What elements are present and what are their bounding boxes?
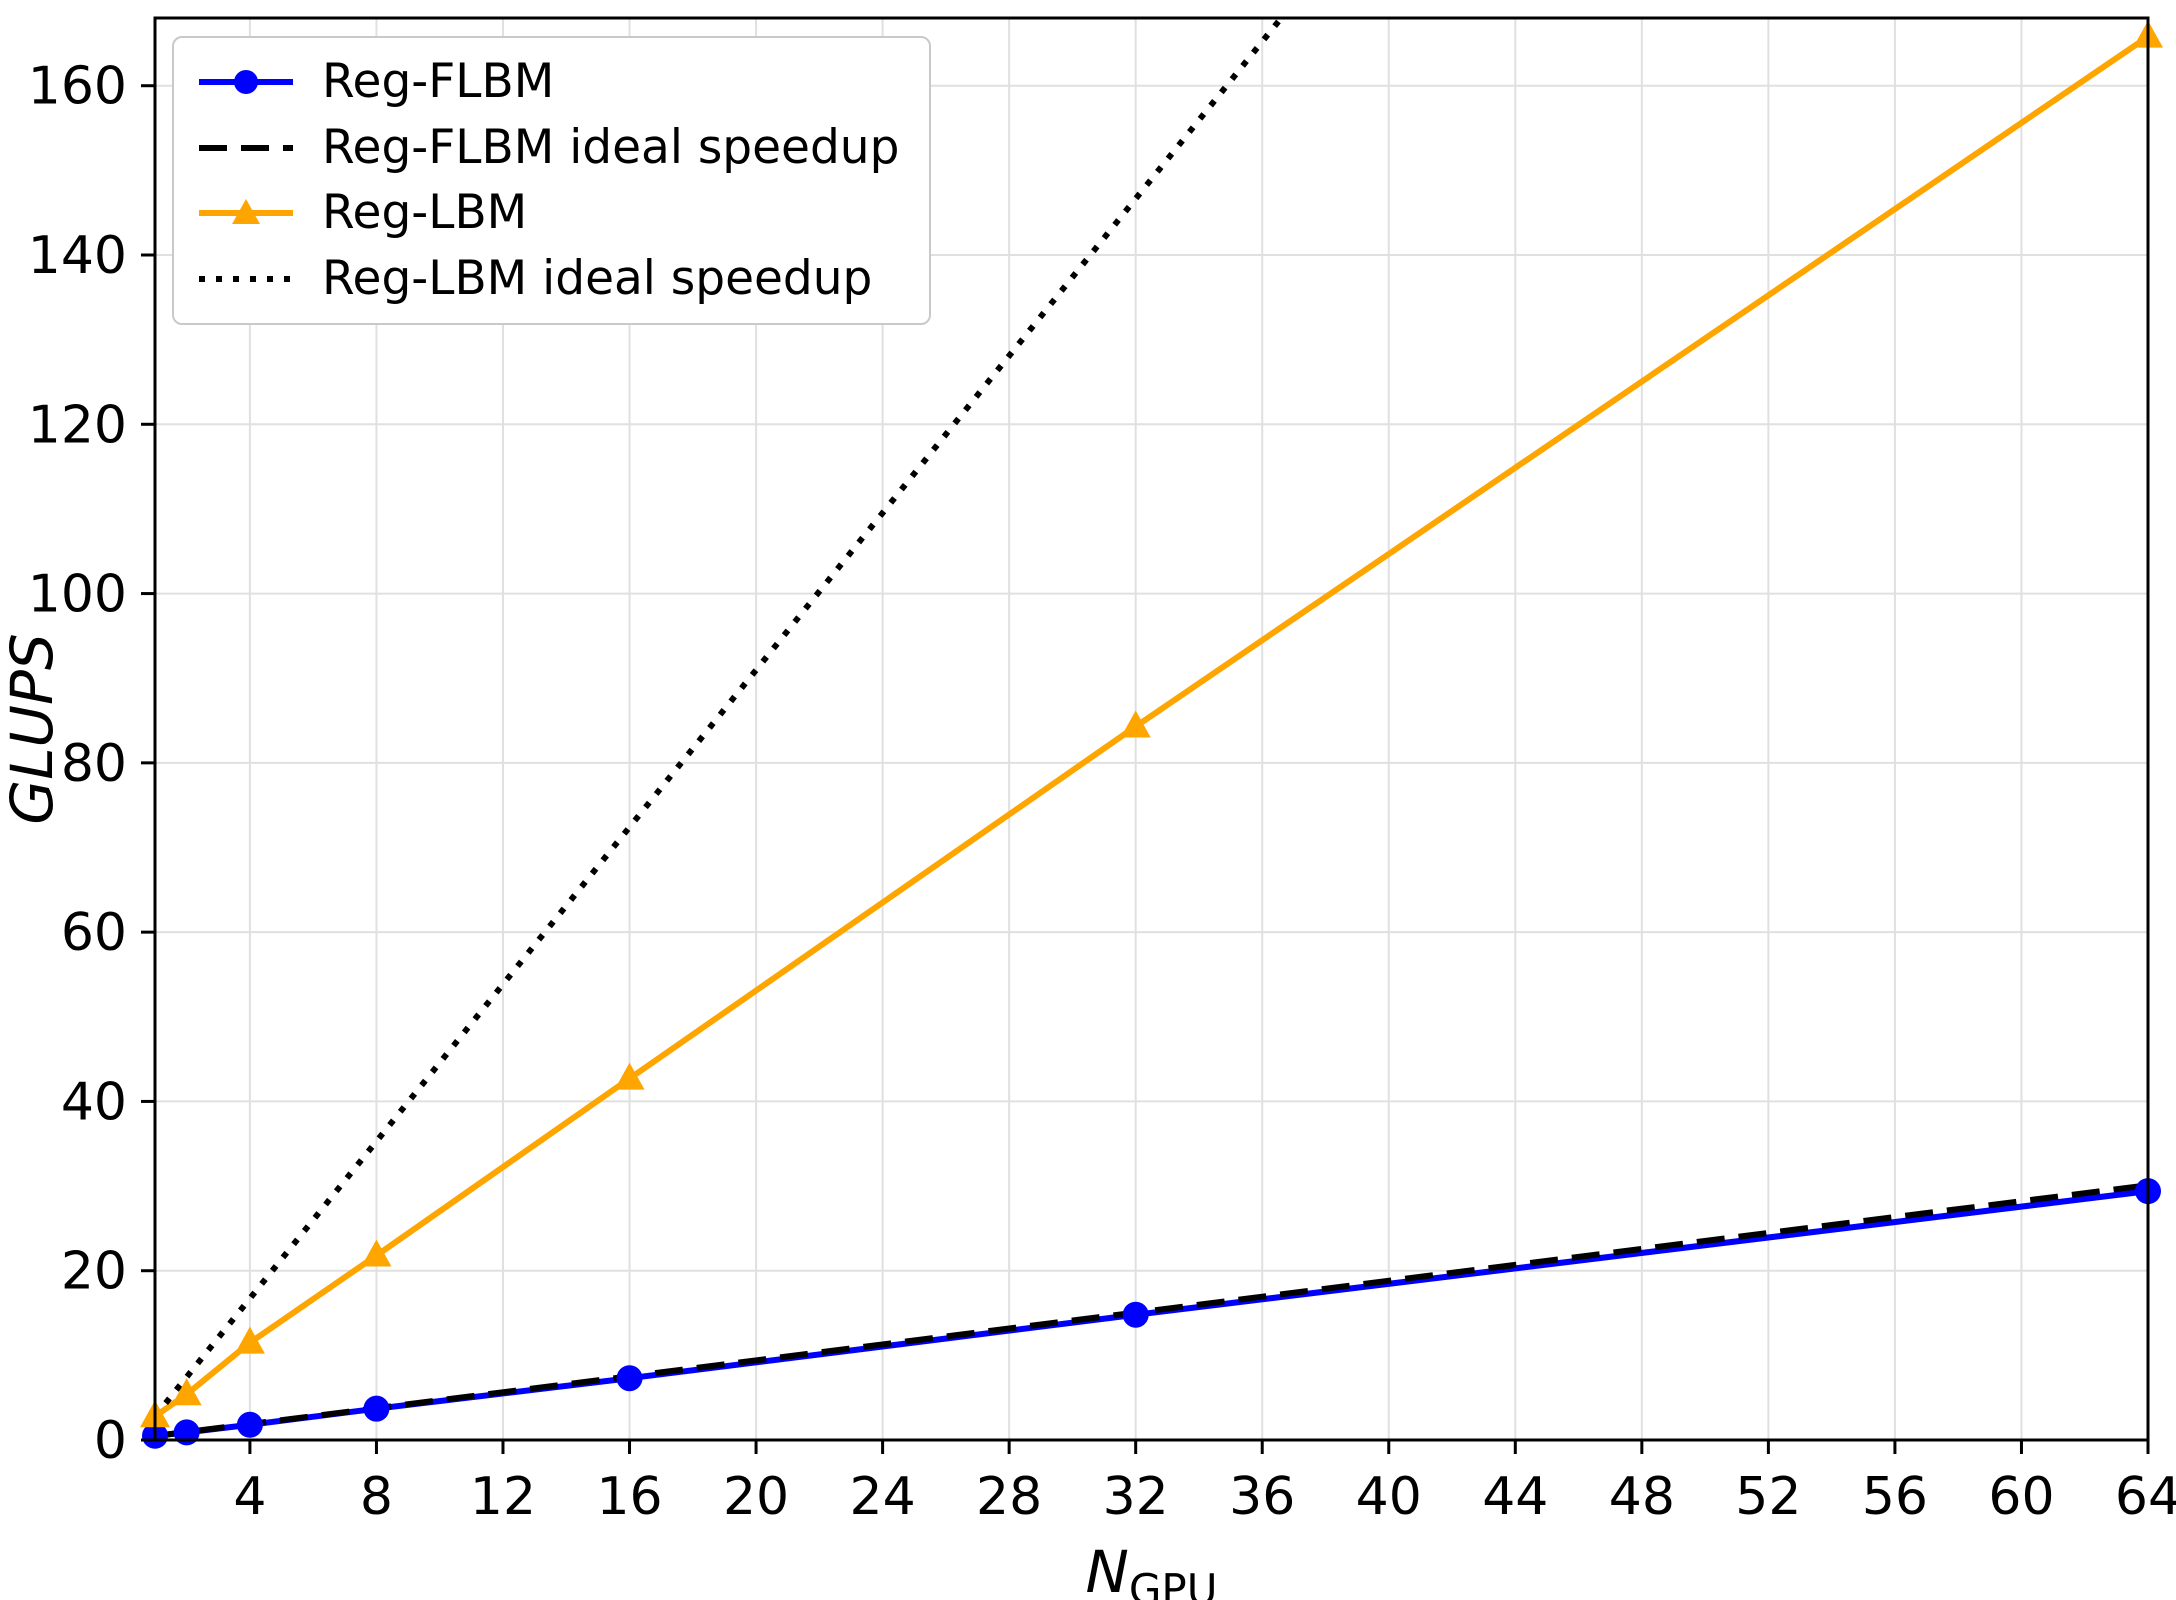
x-tick-label: 48 xyxy=(1609,1467,1675,1527)
x-tick-label: 4 xyxy=(233,1467,266,1527)
legend-marker-reg-lbm-icon xyxy=(199,199,293,225)
legend-item-reg-lbm-ideal: Reg-LBM ideal speedup xyxy=(196,253,899,305)
y-tick-label: 0 xyxy=(94,1411,127,1471)
x-tick-label: 12 xyxy=(470,1467,536,1527)
legend-label-reg-flbm-ideal: Reg-FLBM ideal speedup xyxy=(322,119,900,175)
legend-label-reg-lbm: Reg-LBM xyxy=(322,185,528,241)
y-axis: 0 20 40 60 80 100 120 140 160 xyxy=(28,57,155,1471)
x-axis-label: NGPU xyxy=(1085,1538,1217,1600)
y-tick-label: 100 xyxy=(28,565,127,625)
series-reg-lbm-ideal-speedup xyxy=(152,16,1284,1419)
x-tick-label: 32 xyxy=(1103,1467,1169,1527)
x-tick-label: 8 xyxy=(360,1467,393,1527)
x-axis: 4 8 12 16 20 24 28 32 36 40 44 48 52 56 60 64 xyxy=(233,1440,2176,1527)
y-tick-label: 60 xyxy=(61,903,127,963)
x-tick-label: 64 xyxy=(2115,1467,2176,1527)
legend-marker-reg-lbm-ideal-icon xyxy=(199,275,293,282)
legend-label-reg-flbm: Reg-FLBM xyxy=(322,54,555,109)
legend-item-reg-lbm: Reg-LBM xyxy=(196,187,899,239)
y-tick-label: 40 xyxy=(61,1072,127,1132)
legend-item-reg-flbm-ideal: Reg-FLBM ideal speedup xyxy=(196,119,900,175)
x-tick-label: 52 xyxy=(1735,1467,1801,1527)
y-tick-label: 120 xyxy=(28,395,127,455)
legend-marker-reg-flbm-icon xyxy=(199,69,293,94)
legend-marker-reg-flbm-ideal-icon xyxy=(199,144,293,151)
x-tick-label: 20 xyxy=(723,1467,789,1527)
y-axis-label: GLUPS xyxy=(0,633,66,825)
axes-frame xyxy=(153,16,2150,1442)
x-tick-label: 24 xyxy=(850,1467,916,1527)
legend-label-reg-lbm-ideal: Reg-LBM ideal speedup xyxy=(322,251,873,307)
x-tick-label: 16 xyxy=(596,1467,662,1527)
x-tick-label: 60 xyxy=(1988,1467,2054,1527)
y-tick-label: 80 xyxy=(61,734,127,794)
x-tick-label: 56 xyxy=(1862,1467,1928,1527)
x-tick-label: 44 xyxy=(1482,1467,1548,1527)
legend: Reg-FLBM Reg-FLBM ideal speedup Reg-LBM … xyxy=(172,36,932,325)
x-tick-label: 40 xyxy=(1356,1467,1422,1527)
x-tick-label: 36 xyxy=(1229,1467,1295,1527)
x-tick-label: 28 xyxy=(976,1467,1042,1527)
y-tick-label: 20 xyxy=(61,1242,127,1302)
y-tick-label: 160 xyxy=(28,57,127,117)
legend-item-reg-flbm: Reg-FLBM xyxy=(196,56,899,108)
y-tick-label: 140 xyxy=(28,226,127,286)
